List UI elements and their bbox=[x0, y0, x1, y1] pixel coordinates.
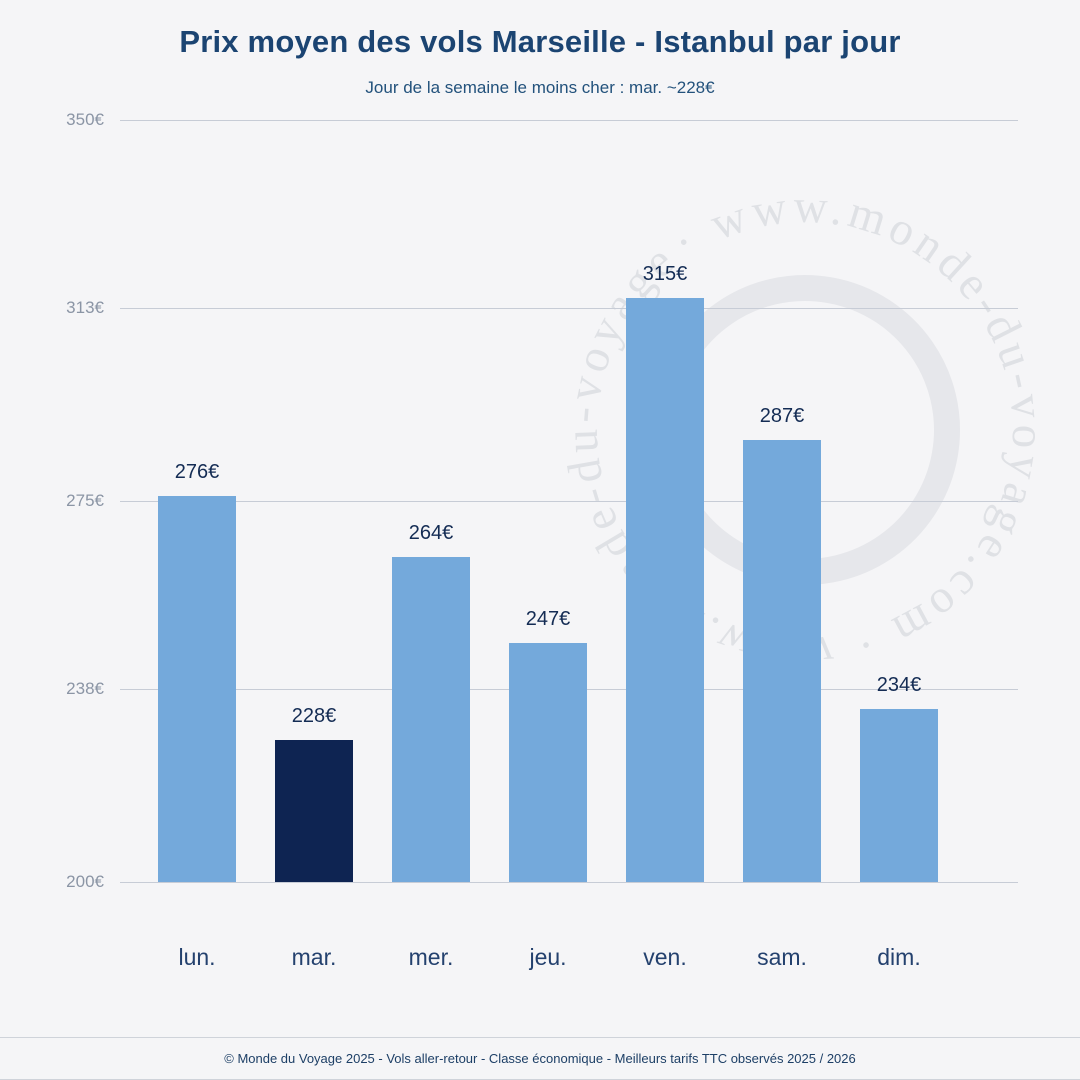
bar bbox=[392, 556, 470, 882]
footer-text: © Monde du Voyage 2025 - Vols aller-reto… bbox=[224, 1051, 856, 1066]
gridline bbox=[120, 882, 1018, 883]
bar bbox=[860, 709, 938, 882]
y-axis-tick-label: 275€ bbox=[66, 491, 104, 510]
bar-value-label: 315€ bbox=[642, 262, 688, 285]
bar bbox=[509, 643, 587, 882]
bar-column-sam: 287€ sam. bbox=[743, 120, 821, 970]
bar-column-mer: 264€ mer. bbox=[392, 120, 470, 970]
bar-column-ven: 315€ ven. bbox=[626, 120, 704, 970]
y-axis-tick-label: 313€ bbox=[66, 297, 104, 317]
bar-value-label: 247€ bbox=[525, 608, 571, 631]
x-axis-category-label: ven. bbox=[643, 944, 687, 970]
bar bbox=[275, 739, 353, 882]
y-axis-tick-label: 200€ bbox=[66, 872, 104, 891]
bar-column-dim: 234€ dim. bbox=[860, 120, 938, 970]
bar-value-label: 287€ bbox=[759, 405, 805, 428]
plot-area: 200€ 238€ 275€ 313€ 350€ 276€ lun. 228€ mar. 264€… bbox=[66, 110, 1018, 970]
x-axis-category-label: jeu. bbox=[529, 944, 567, 970]
bar-value-label: 264€ bbox=[408, 521, 454, 544]
chart-title: Prix moyen des vols Marseille - Istanbul… bbox=[179, 24, 901, 59]
bar-column-jeu: 247€ jeu. bbox=[509, 120, 587, 970]
bar bbox=[626, 297, 704, 882]
bar bbox=[743, 440, 821, 882]
gridline bbox=[120, 120, 1018, 121]
footer: © Monde du Voyage 2025 - Vols aller-reto… bbox=[0, 1037, 1080, 1080]
x-axis-category-label: mar. bbox=[291, 944, 337, 970]
x-axis-category-label: mer. bbox=[408, 944, 454, 970]
x-axis-category-label: dim. bbox=[877, 944, 921, 970]
chart-subtitle: Jour de la semaine le moins cher : mar. … bbox=[365, 78, 715, 97]
bar-value-label: 234€ bbox=[876, 674, 922, 697]
bar-column-mar: 228€ mar. bbox=[275, 120, 353, 970]
gridline bbox=[120, 501, 1018, 502]
bar-column-lun: 276€ lun. bbox=[158, 120, 236, 970]
bar-value-label: 276€ bbox=[174, 460, 220, 483]
y-axis-tick-label: 350€ bbox=[66, 110, 104, 129]
x-axis-category-label: sam. bbox=[757, 944, 807, 970]
x-axis-category-label: lun. bbox=[178, 944, 216, 970]
bar-value-label: 228€ bbox=[291, 704, 337, 727]
bar bbox=[158, 495, 236, 882]
y-axis-tick-label: 238€ bbox=[66, 678, 104, 698]
gridline bbox=[120, 307, 1018, 309]
